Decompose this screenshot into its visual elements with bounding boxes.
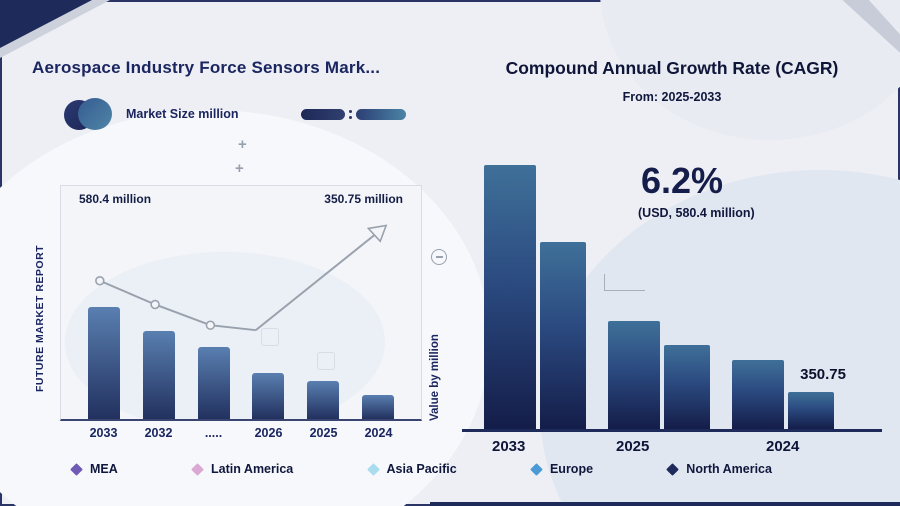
right-bars-container: 2033 2025 2024: [462, 165, 882, 455]
left-bar-column: [296, 381, 351, 419]
trend-line-arrow: [95, 224, 388, 332]
diamond-icon: [366, 462, 380, 476]
annotation-end-value: 350.75 million: [324, 192, 403, 206]
cagr-value: 6.2%: [641, 160, 724, 201]
legend-item-label: Asia Pacific: [386, 462, 457, 476]
right-chart-title: Compound Annual Growth Rate (CAGR): [505, 58, 839, 78]
legend-item-label: MEA: [90, 462, 118, 476]
marker-dot: [95, 276, 105, 286]
legend-item-europe: Europe: [530, 462, 594, 476]
legend-item-asia-pacific: Asia Pacific: [366, 462, 457, 476]
right-chart-area: 2033 2025 2024 350.75: [462, 150, 882, 455]
sphere-icon: [64, 98, 114, 130]
bottom-frame-bar: [430, 502, 900, 506]
left-x-tick: 2025: [309, 426, 338, 440]
right-x-tick: 2033: [492, 438, 526, 455]
legend-item-latin-america: Latin America: [191, 462, 294, 476]
right-bar-group: 2025: [608, 321, 710, 455]
cagr-note: (USD, 580.4 million): [638, 206, 755, 220]
right-bar: [732, 360, 784, 429]
left-x-tick: 2026: [254, 426, 283, 440]
left-x-axis-labels: 2033 2032..... 2026 2025 2024: [60, 426, 422, 440]
pill-navy: [300, 108, 345, 120]
right-bar: [788, 392, 834, 429]
right-y-axis-label: Value by million: [429, 334, 441, 421]
pill-teal: [355, 108, 406, 120]
plus-icon: +: [235, 160, 244, 177]
left-bar-column: [77, 307, 132, 419]
legend-item-north-america: North America: [666, 462, 772, 476]
diamond-icon: [666, 462, 680, 476]
left-chart-title: Aerospace Industry Force Sensors Mark...: [32, 58, 381, 77]
legend-item-mea: MEA: [70, 462, 118, 476]
left-bar: [197, 347, 230, 419]
right-bar: [608, 321, 660, 429]
arrowhead-icon: [366, 224, 388, 243]
left-bar-column: [350, 395, 405, 419]
corner-decor-navy: [0, 0, 92, 48]
ghost-square-decor: [317, 352, 335, 370]
right-bar: [540, 242, 586, 429]
marker-dot: [205, 320, 216, 330]
legend-item-label: Europe: [549, 462, 594, 476]
chart-annotations: 580.4 million 350.75 million: [61, 192, 421, 206]
right-bar-group: 2033: [484, 165, 586, 455]
legend-item-label: Latin America: [211, 462, 294, 476]
left-x-tick: .....: [204, 426, 223, 440]
sphere-blue-circle: [78, 98, 112, 130]
right-x-tick: 2024: [766, 438, 800, 455]
legend-item-label: North America: [686, 462, 772, 476]
left-bar-column: [241, 373, 296, 419]
left-bar-column: [186, 347, 241, 419]
left-x-tick: 2032: [144, 426, 173, 440]
left-chart-area: 580.4 million 350.75 million: [60, 185, 422, 421]
left-x-tick: 2024: [364, 426, 393, 440]
diamond-icon: [191, 462, 204, 476]
left-bar: [143, 331, 175, 419]
diamond-icon: [530, 462, 543, 476]
right-x-tick: 2025: [616, 438, 650, 455]
colon-dots: [348, 109, 352, 119]
arrow-shaft: [255, 233, 376, 331]
left-bar-column: [132, 331, 187, 419]
right-bar: [484, 165, 536, 429]
left-bar: [307, 381, 340, 419]
left-bar: [361, 395, 394, 419]
marker-dot: [150, 299, 160, 310]
diamond-icon: [70, 462, 83, 476]
left-bars-container: [61, 307, 421, 419]
plus-icon: +: [238, 136, 247, 153]
circle-minus-icon: [431, 249, 447, 265]
left-bar: [252, 373, 285, 419]
annotation-start-value: 580.4 million: [79, 192, 152, 206]
right-annotation-value: 350.75: [800, 366, 846, 383]
left-x-tick: 2033: [89, 426, 118, 440]
left-bar: [88, 307, 121, 419]
legend-label: Market Size million: [126, 107, 239, 121]
ghost-square-decor: [261, 328, 279, 346]
trend-line: [99, 279, 256, 332]
left-legend: Market Size million: [64, 96, 406, 132]
gradient-pills-decor: [300, 108, 406, 120]
step-decor: [604, 274, 645, 291]
right-chart-subtitle: From: 2025-2033: [622, 90, 722, 104]
left-y-axis-label: FUTURE MARKET REPORT: [34, 244, 46, 392]
right-bar: [664, 345, 710, 429]
right-bar-group: 2024: [732, 360, 834, 455]
region-legend: MEA Latin America Asia Pacific Europe North …: [70, 462, 772, 476]
